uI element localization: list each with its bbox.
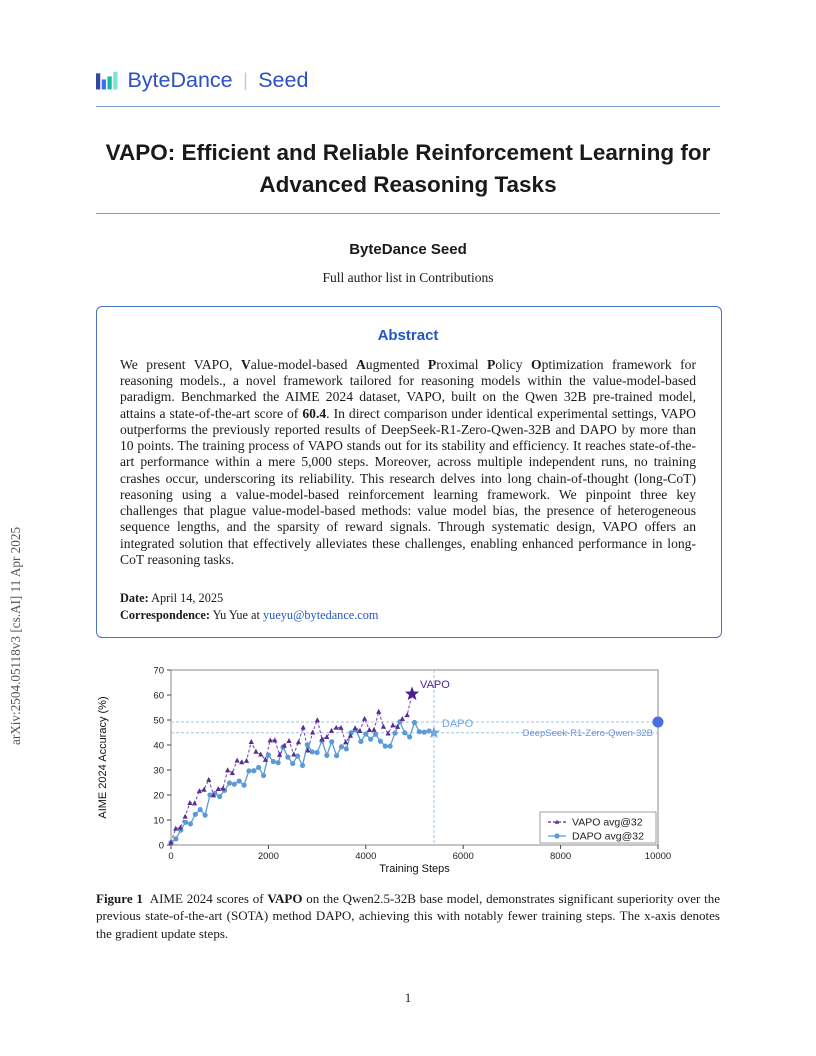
svg-text:6000: 6000 xyxy=(453,851,474,862)
svg-text:20: 20 xyxy=(153,791,164,802)
svg-text:VAPO avg@32: VAPO avg@32 xyxy=(572,817,643,829)
svg-text:10000: 10000 xyxy=(645,851,671,862)
svg-text:Training Steps: Training Steps xyxy=(379,863,450,875)
svg-text:30: 30 xyxy=(153,766,164,777)
svg-text:0: 0 xyxy=(159,841,164,852)
svg-text:2000: 2000 xyxy=(258,851,279,862)
svg-text:50: 50 xyxy=(153,716,164,727)
svg-text:60: 60 xyxy=(153,691,164,702)
svg-text:40: 40 xyxy=(153,741,164,752)
svg-text:VAPO: VAPO xyxy=(420,679,450,691)
svg-text:0: 0 xyxy=(168,851,173,862)
svg-text:DeepSeek-R1-Zero-Qwen-32B: DeepSeek-R1-Zero-Qwen-32B xyxy=(523,728,653,739)
svg-text:70: 70 xyxy=(153,666,164,677)
svg-text:AIME 2024 Accuracy (%): AIME 2024 Accuracy (%) xyxy=(97,696,109,818)
svg-text:DAPO: DAPO xyxy=(442,718,474,730)
svg-text:4000: 4000 xyxy=(355,851,376,862)
svg-text:DAPO avg@32: DAPO avg@32 xyxy=(572,831,644,843)
svg-text:8000: 8000 xyxy=(550,851,571,862)
svg-text:10: 10 xyxy=(153,816,164,827)
